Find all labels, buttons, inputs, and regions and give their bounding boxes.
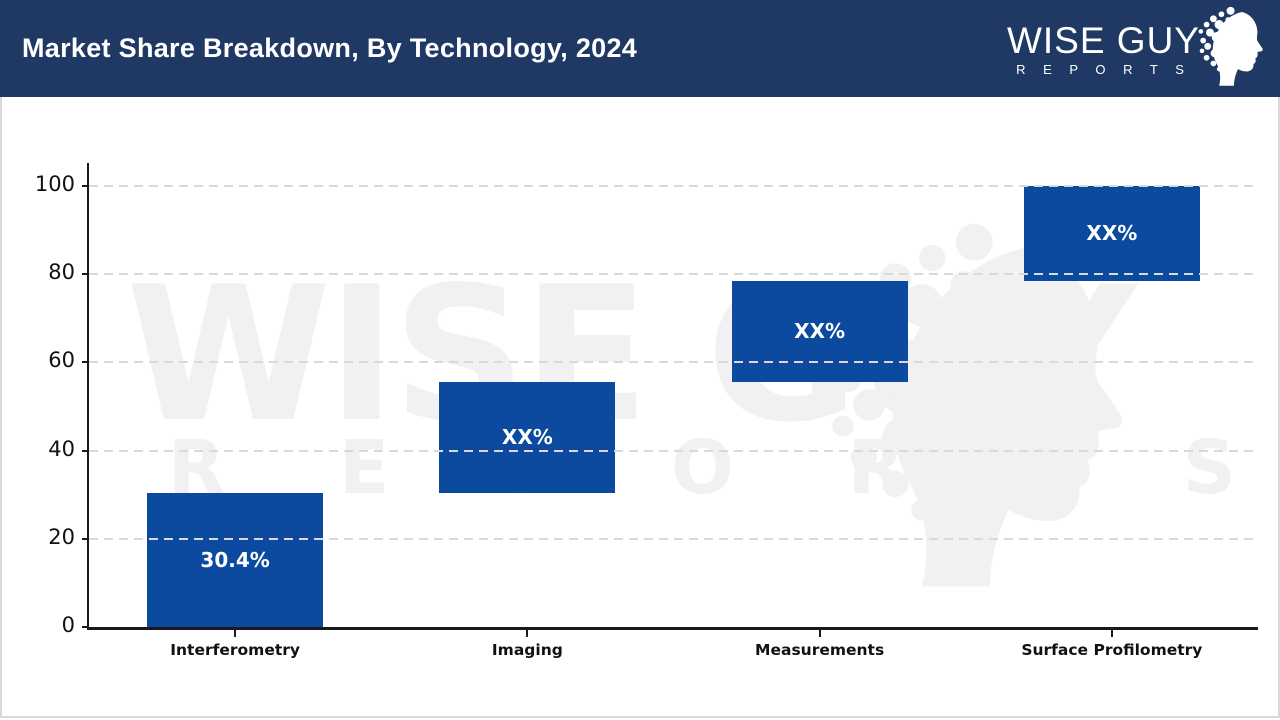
category-label-2: Imaging — [491, 641, 563, 659]
gridline-100 — [89, 185, 1258, 187]
logo-dot-face-icon — [1198, 6, 1263, 86]
bar-interferometry: 30.4% — [147, 492, 324, 627]
logo-reports-label: R E P O R T S — [1016, 62, 1191, 77]
gridline-60 — [89, 361, 1258, 364]
y-tick-label-40: 40 — [48, 436, 75, 461]
bar-value-label: 30.4% — [200, 547, 270, 572]
y-tick-100 — [82, 185, 89, 187]
gridline-20 — [89, 537, 1258, 540]
y-tick-20 — [82, 537, 89, 540]
x-tick-3 — [818, 630, 821, 637]
category-label-1: Interferometry — [170, 641, 300, 659]
logo-wiseguy-label: WISE GUY — [1006, 20, 1200, 61]
x-tick-1 — [234, 630, 237, 637]
bar-value-label: XX% — [501, 425, 553, 450]
category-label-4: Surface Profilometry — [1021, 641, 1203, 659]
page-title: Market Share Breakdown, By Technology, 2… — [22, 33, 638, 63]
header-bar: Market Share Breakdown, By Technology, 2… — [0, 0, 1280, 97]
y-tick-label-60: 60 — [48, 348, 75, 373]
x-tick-4 — [1110, 630, 1113, 637]
category-label-3: Measurements — [755, 641, 885, 659]
bar-value-label: XX% — [1086, 221, 1138, 246]
y-tick-label-20: 20 — [48, 524, 75, 549]
y-tick-label-80: 80 — [48, 260, 75, 285]
bar-imaging: XX% — [439, 381, 616, 493]
y-tick-label-100: 100 — [34, 172, 75, 196]
bar-value-label: XX% — [794, 319, 846, 344]
logo-text: WISE GUY R E P O R T S — [1006, 20, 1200, 78]
y-tick-60 — [82, 361, 89, 364]
y-tick-40 — [82, 449, 89, 452]
gridline-80 — [89, 273, 1258, 276]
y-tick-0 — [82, 626, 89, 628]
y-tick-label-0: 0 — [61, 613, 75, 637]
x-tick-2 — [526, 630, 529, 637]
bar-surface-profilometry: XX% — [1023, 186, 1200, 281]
wise-guy-reports-logo: WISE GUY R E P O R T S — [1007, 4, 1274, 94]
bar-measurements: XX% — [731, 280, 908, 382]
x-axis-line — [87, 627, 1258, 630]
y-tick-80 — [82, 273, 89, 276]
y-axis-line — [87, 163, 89, 630]
gridline-40 — [89, 449, 1258, 452]
